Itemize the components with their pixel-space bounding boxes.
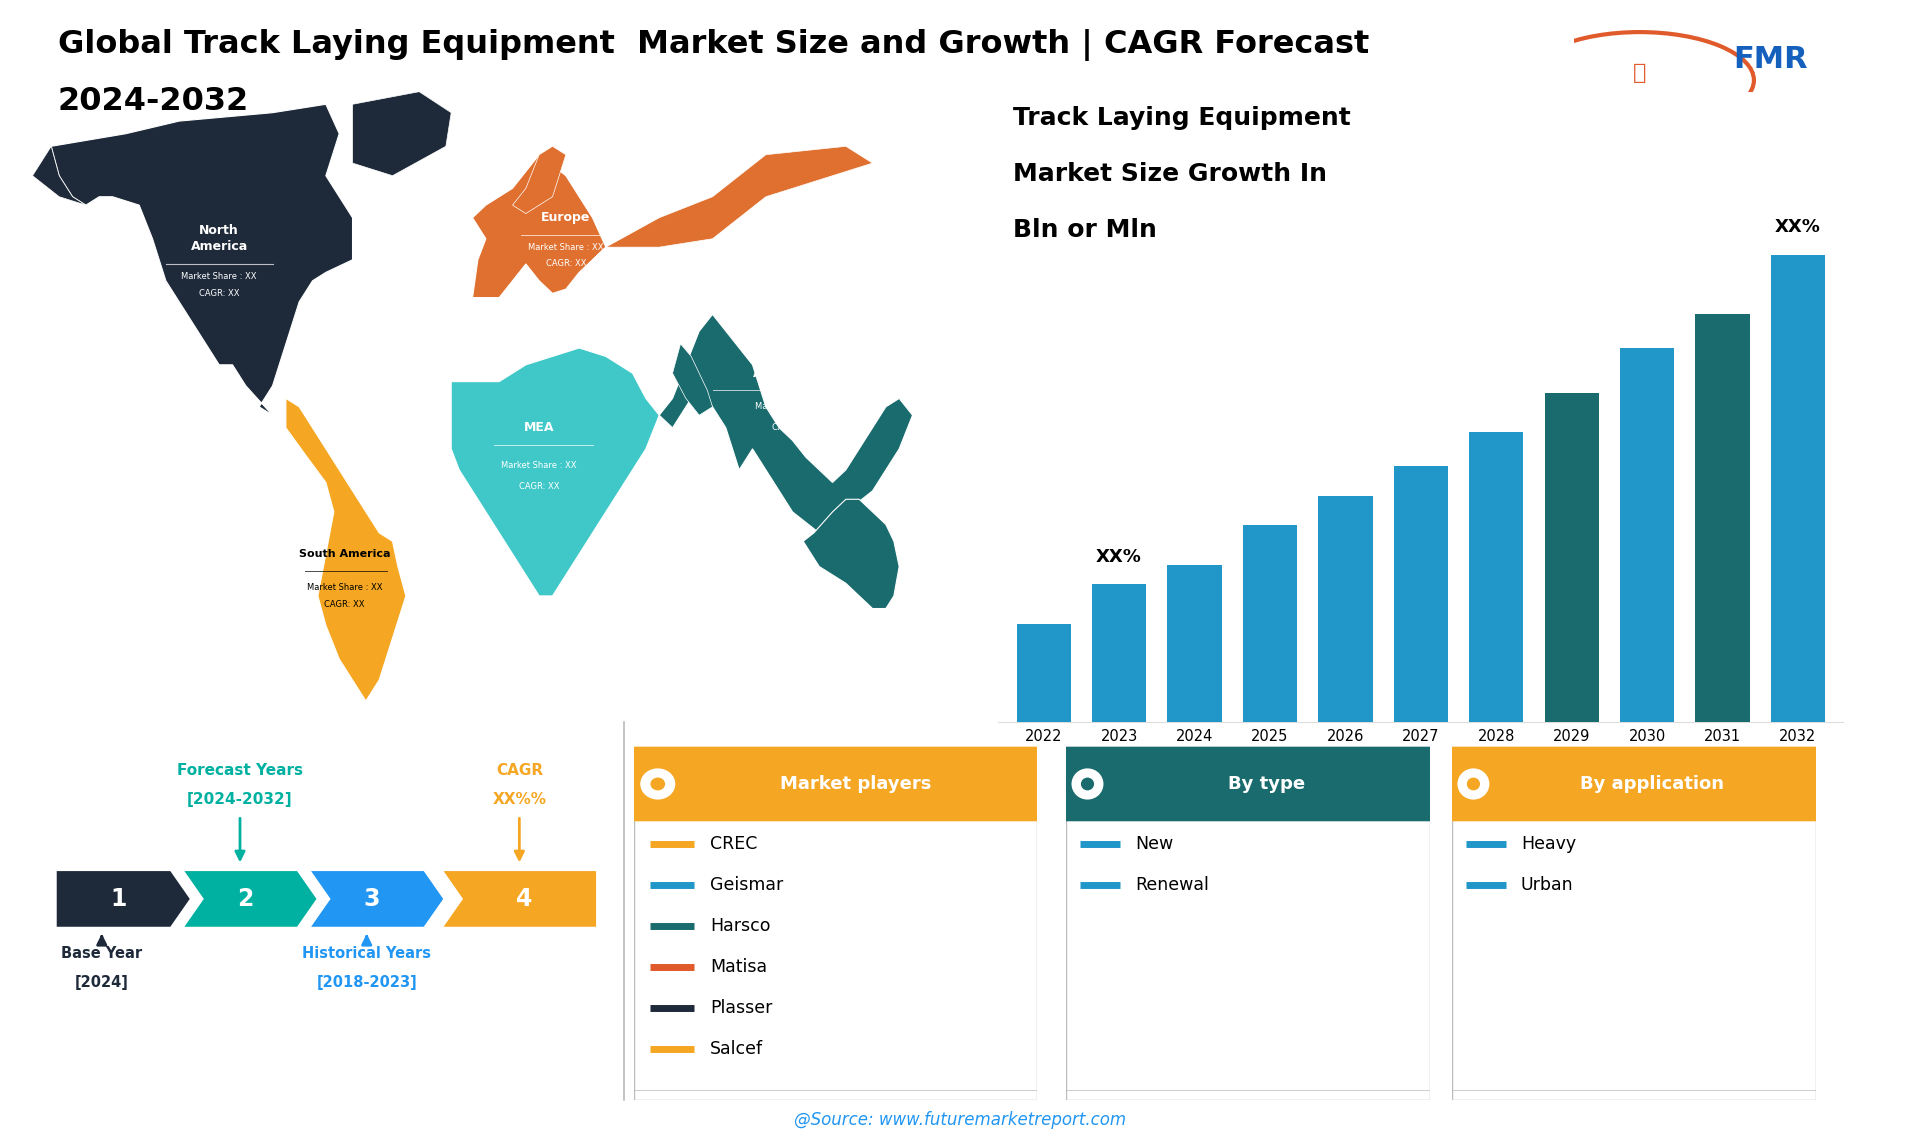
Bar — [1092, 584, 1146, 722]
Bar — [1167, 565, 1221, 722]
Text: XX%: XX% — [1774, 219, 1820, 236]
Text: [2018-2023]: [2018-2023] — [317, 975, 417, 990]
Circle shape — [1459, 770, 1488, 798]
Text: Harsco: Harsco — [710, 917, 770, 935]
Text: Matisa: Matisa — [710, 958, 768, 976]
Text: North
America: North America — [190, 225, 248, 253]
Polygon shape — [309, 870, 444, 928]
Bar — [1319, 496, 1373, 722]
Text: Market players: Market players — [780, 775, 931, 793]
Text: CAGR: XX: CAGR: XX — [545, 259, 586, 268]
Text: 1: 1 — [109, 887, 127, 911]
Polygon shape — [442, 870, 597, 928]
Text: 2024-2032: 2024-2032 — [58, 86, 250, 117]
Text: 4: 4 — [516, 887, 532, 911]
Text: Bln or Mln: Bln or Mln — [1014, 218, 1158, 242]
Text: CAGR: XX: CAGR: XX — [200, 289, 240, 298]
Polygon shape — [593, 147, 872, 260]
Bar — [1394, 466, 1448, 722]
Text: [2024-2032]: [2024-2032] — [186, 792, 294, 807]
Text: Salcef: Salcef — [710, 1039, 764, 1058]
Text: Asia Pacific: Asia Pacific — [753, 367, 833, 379]
Bar — [1620, 348, 1674, 722]
Text: XX%%: XX%% — [492, 792, 547, 807]
Circle shape — [1081, 777, 1094, 791]
FancyBboxPatch shape — [1446, 747, 1822, 822]
Text: New: New — [1135, 835, 1173, 854]
Polygon shape — [472, 155, 607, 298]
Text: Historical Years: Historical Years — [301, 945, 432, 961]
Text: Forecast Years: Forecast Years — [177, 763, 303, 778]
Circle shape — [641, 770, 674, 798]
Text: Geismar: Geismar — [710, 877, 783, 894]
Polygon shape — [451, 348, 659, 596]
Bar — [1016, 623, 1071, 722]
Text: [2024]: [2024] — [75, 975, 129, 990]
Text: CAGR: XX: CAGR: XX — [772, 423, 812, 432]
Text: CAGR: CAGR — [495, 763, 543, 778]
Text: By application: By application — [1580, 775, 1724, 793]
Text: 3: 3 — [363, 887, 380, 911]
Bar — [1544, 393, 1599, 722]
Bar — [1695, 314, 1749, 722]
Polygon shape — [513, 147, 566, 213]
Polygon shape — [56, 870, 190, 928]
Circle shape — [1467, 777, 1480, 791]
Text: Market Share : XX: Market Share : XX — [307, 583, 382, 592]
Text: Market Share : XX: Market Share : XX — [528, 243, 603, 252]
Text: Renewal: Renewal — [1135, 877, 1210, 894]
Text: Market Size Growth In: Market Size Growth In — [1014, 162, 1327, 186]
Text: Track Laying Equipment: Track Laying Equipment — [1014, 105, 1352, 129]
Polygon shape — [672, 344, 712, 415]
Text: MEA: MEA — [524, 422, 555, 434]
Text: 2: 2 — [236, 887, 253, 911]
Bar — [1469, 432, 1523, 722]
Circle shape — [1073, 770, 1102, 798]
Text: CREC: CREC — [710, 835, 758, 854]
Text: Market Share : XX: Market Share : XX — [182, 272, 257, 281]
FancyBboxPatch shape — [628, 747, 1043, 822]
Text: Global Track Laying Equipment  Market Size and Growth | CAGR Forecast: Global Track Laying Equipment Market Siz… — [58, 29, 1369, 61]
Text: CAGR: XX: CAGR: XX — [518, 482, 559, 492]
Text: Heavy: Heavy — [1521, 835, 1576, 854]
Text: FUTURE MARKET REPORT: FUTURE MARKET REPORT — [1722, 103, 1818, 112]
Bar — [1770, 256, 1826, 722]
Polygon shape — [353, 92, 451, 175]
Text: Europe: Europe — [541, 211, 591, 225]
Polygon shape — [182, 870, 317, 928]
Text: Plasser: Plasser — [710, 999, 772, 1017]
FancyBboxPatch shape — [1060, 747, 1436, 822]
Text: Market Share : XX: Market Share : XX — [501, 461, 576, 470]
Text: Base Year: Base Year — [61, 945, 142, 961]
Bar — [1242, 525, 1298, 722]
Text: FMR: FMR — [1734, 45, 1807, 74]
Text: Market Share : XX: Market Share : XX — [755, 402, 829, 411]
Text: Urban: Urban — [1521, 877, 1574, 894]
Text: By type: By type — [1227, 775, 1306, 793]
Text: CAGR: XX: CAGR: XX — [324, 599, 365, 609]
Text: South America: South America — [300, 549, 390, 559]
Polygon shape — [286, 399, 405, 701]
Text: @Source: www.futuremarketreport.com: @Source: www.futuremarketreport.com — [795, 1110, 1125, 1129]
Polygon shape — [659, 314, 912, 533]
Text: 🔭: 🔭 — [1634, 63, 1645, 84]
Polygon shape — [33, 147, 86, 205]
Polygon shape — [52, 104, 353, 415]
Polygon shape — [803, 500, 899, 609]
Text: XX%: XX% — [1096, 548, 1142, 566]
Circle shape — [649, 777, 666, 791]
